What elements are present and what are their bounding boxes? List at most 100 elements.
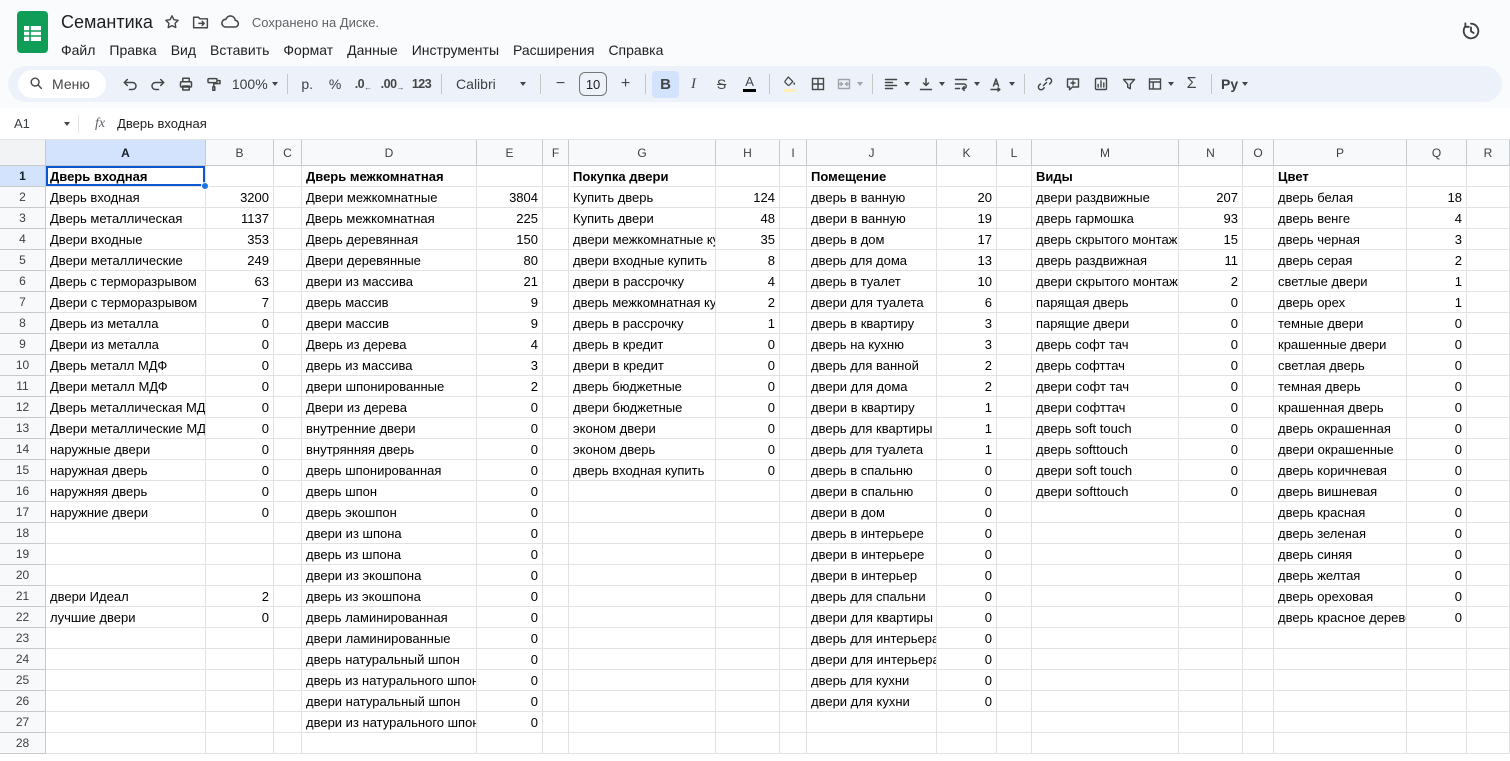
cell-O17[interactable] [1243,502,1274,523]
cell-C24[interactable] [274,649,302,670]
cell-I24[interactable] [780,649,807,670]
cell-Q26[interactable] [1407,691,1467,712]
cell-O26[interactable] [1243,691,1274,712]
cell-L6[interactable] [997,271,1032,292]
select-all-corner[interactable] [0,140,46,166]
cell-D3[interactable]: Дверь межкомнатная [302,208,477,229]
row-header-1[interactable]: 1 [0,166,46,187]
row-header-15[interactable]: 15 [0,460,46,481]
cell-P28[interactable] [1274,733,1407,754]
row-header-5[interactable]: 5 [0,250,46,271]
cell-D21[interactable]: дверь из экошпона [302,586,477,607]
cell-E22[interactable]: 0 [477,607,543,628]
cell-M11[interactable]: двери софт тач [1032,376,1179,397]
cell-O10[interactable] [1243,355,1274,376]
cell-B22[interactable]: 0 [206,607,274,628]
cell-C27[interactable] [274,712,302,733]
cell-L2[interactable] [997,187,1032,208]
cell-Q5[interactable]: 2 [1407,250,1467,271]
cell-L1[interactable] [997,166,1032,187]
cell-K15[interactable]: 0 [937,460,997,481]
cell-R15[interactable] [1467,460,1510,481]
cell-D11[interactable]: двери шпонированные [302,376,477,397]
version-history-button[interactable] [1454,14,1488,48]
cell-D26[interactable]: двери натуральный шпон [302,691,477,712]
cell-R13[interactable] [1467,418,1510,439]
cell-F4[interactable] [543,229,569,250]
cell-L3[interactable] [997,208,1032,229]
cell-M16[interactable]: двери softtouch [1032,481,1179,502]
cell-P6[interactable]: светлые двери [1274,271,1407,292]
column-header-L[interactable]: L [997,140,1032,166]
cell-R2[interactable] [1467,187,1510,208]
cell-F20[interactable] [543,565,569,586]
cell-C6[interactable] [274,271,302,292]
cell-I17[interactable] [780,502,807,523]
vertical-align-button[interactable] [914,71,948,98]
cell-Q17[interactable]: 0 [1407,502,1467,523]
cell-N27[interactable] [1179,712,1243,733]
cell-K19[interactable]: 0 [937,544,997,565]
cell-H15[interactable]: 0 [716,460,780,481]
cell-F23[interactable] [543,628,569,649]
cell-G17[interactable] [569,502,716,523]
cell-B16[interactable]: 0 [206,481,274,502]
row-header-2[interactable]: 2 [0,187,46,208]
cell-N16[interactable]: 0 [1179,481,1243,502]
cell-O14[interactable] [1243,439,1274,460]
cell-D9[interactable]: Дверь из дерева [302,334,477,355]
cell-E8[interactable]: 9 [477,313,543,334]
cell-K21[interactable]: 0 [937,586,997,607]
cell-D12[interactable]: Двери из дерева [302,397,477,418]
cell-M24[interactable] [1032,649,1179,670]
cell-G1[interactable]: Покупка двери [569,166,716,187]
cell-K4[interactable]: 17 [937,229,997,250]
cell-I28[interactable] [780,733,807,754]
cell-B8[interactable]: 0 [206,313,274,334]
cell-O21[interactable] [1243,586,1274,607]
menu-help[interactable]: Справка [608,42,664,58]
font-select[interactable]: Calibri [448,71,534,98]
cell-O19[interactable] [1243,544,1274,565]
cell-R28[interactable] [1467,733,1510,754]
cell-K28[interactable] [937,733,997,754]
cell-D23[interactable]: двери ламинированные [302,628,477,649]
cell-I11[interactable] [780,376,807,397]
row-header-19[interactable]: 19 [0,544,46,565]
cell-Q1[interactable] [1407,166,1467,187]
cell-J25[interactable]: дверь для кухни [807,670,937,691]
cell-N20[interactable] [1179,565,1243,586]
cell-N26[interactable] [1179,691,1243,712]
cell-N15[interactable]: 0 [1179,460,1243,481]
insert-chart-button[interactable] [1087,71,1114,98]
cell-A28[interactable] [46,733,206,754]
cell-F8[interactable] [543,313,569,334]
cell-Q9[interactable]: 0 [1407,334,1467,355]
menu-extensions[interactable]: Расширения [513,42,595,58]
cell-A22[interactable]: лучшие двери [46,607,206,628]
cell-C19[interactable] [274,544,302,565]
cell-P3[interactable]: дверь венге [1274,208,1407,229]
cell-M9[interactable]: дверь софт тач [1032,334,1179,355]
cell-A21[interactable]: двери Идеал [46,586,206,607]
cell-P4[interactable]: дверь черная [1274,229,1407,250]
cell-M3[interactable]: дверь гармошка [1032,208,1179,229]
cell-M4[interactable]: дверь скрытого монтажа [1032,229,1179,250]
cell-O4[interactable] [1243,229,1274,250]
cell-I21[interactable] [780,586,807,607]
cell-K14[interactable]: 1 [937,439,997,460]
cell-I14[interactable] [780,439,807,460]
cell-E16[interactable]: 0 [477,481,543,502]
row-header-20[interactable]: 20 [0,565,46,586]
cell-M17[interactable] [1032,502,1179,523]
cell-N9[interactable]: 0 [1179,334,1243,355]
cell-C28[interactable] [274,733,302,754]
cell-L21[interactable] [997,586,1032,607]
cell-L28[interactable] [997,733,1032,754]
text-color-button[interactable]: A [736,71,763,98]
cell-J15[interactable]: дверь в спальню [807,460,937,481]
cell-F24[interactable] [543,649,569,670]
cell-C11[interactable] [274,376,302,397]
cell-A17[interactable]: наружние двери [46,502,206,523]
cell-D2[interactable]: Двери межкомнатные [302,187,477,208]
